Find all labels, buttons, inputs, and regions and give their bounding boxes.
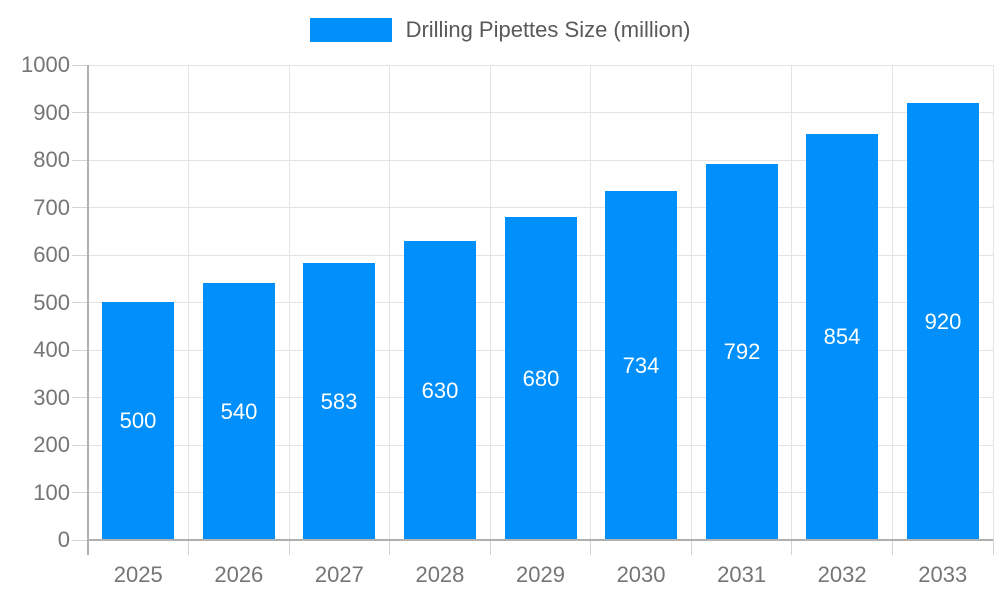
x-gridline <box>590 65 592 540</box>
y-axis-tick <box>72 207 88 208</box>
x-axis-label: 2030 <box>616 562 666 587</box>
bar-2032[interactable]: 854 <box>806 134 878 540</box>
x-gridline <box>690 65 692 540</box>
y-axis-tick <box>72 539 88 541</box>
x-axis-label: 2032 <box>817 562 867 587</box>
y-axis-label: 900 <box>33 99 70 125</box>
bar-2026[interactable]: 540 <box>203 283 275 540</box>
bar-value-label: 630 <box>421 377 459 403</box>
bar-value-label: 734 <box>622 352 660 378</box>
x-axis-line <box>88 539 993 541</box>
bar-value-label: 854 <box>823 324 861 349</box>
bar-value-label: 540 <box>220 398 258 424</box>
bar-2029[interactable]: 680 <box>505 217 577 540</box>
y-axis-label: 600 <box>33 242 70 267</box>
x-axis-tick <box>489 540 491 555</box>
y-axis-tick <box>72 64 88 66</box>
y-gridline <box>88 207 993 208</box>
bar-value-label: 500 <box>119 408 157 433</box>
bar-2033[interactable]: 920 <box>907 103 979 540</box>
y-axis-tick <box>72 397 88 398</box>
x-axis-label: 2026 <box>214 562 264 587</box>
y-axis-tick <box>72 444 88 446</box>
x-axis-tick <box>992 540 994 555</box>
bar-value-label: 920 <box>924 308 962 334</box>
y-axis-label: 700 <box>33 194 70 220</box>
legend: Drilling Pipettes Size (million) <box>0 16 1000 44</box>
x-gridline <box>992 65 994 540</box>
x-axis-tick <box>188 540 190 555</box>
bar-2025[interactable]: 500 <box>102 302 174 540</box>
x-gridline <box>188 65 190 540</box>
y-gridline <box>88 64 993 66</box>
x-axis-tick <box>891 540 893 555</box>
x-axis-tick <box>791 540 793 555</box>
bar-value-label: 792 <box>723 339 761 364</box>
y-axis-label: 800 <box>33 147 70 172</box>
y-axis-tick <box>72 112 88 113</box>
x-axis-label: 2028 <box>415 562 465 587</box>
y-axis-label: 1000 <box>21 52 70 77</box>
x-gridline <box>891 65 893 540</box>
x-axis-tick <box>590 540 592 555</box>
y-gridline <box>88 159 993 161</box>
y-axis-label: 400 <box>33 337 70 362</box>
x-axis-label: 2031 <box>717 562 767 587</box>
y-axis-label: 500 <box>33 289 70 315</box>
x-gridline <box>489 65 491 540</box>
bar-2031[interactable]: 792 <box>706 164 778 540</box>
y-axis-label: 0 <box>57 527 70 552</box>
y-axis-tick <box>72 302 88 303</box>
x-axis-label: 2033 <box>918 562 968 587</box>
y-axis-label: 100 <box>33 479 70 505</box>
x-axis-label: 2025 <box>113 562 163 587</box>
legend-item[interactable]: Drilling Pipettes Size (million) <box>309 16 691 44</box>
legend-label: Drilling Pipettes Size (million) <box>405 17 691 42</box>
y-axis-tick <box>72 349 88 351</box>
x-gridline <box>791 65 793 540</box>
bar-2030[interactable]: 734 <box>605 191 677 540</box>
x-axis-tick <box>389 540 391 555</box>
y-axis-tick <box>72 159 88 161</box>
x-gridline <box>288 65 290 540</box>
x-axis-tick <box>690 540 692 555</box>
x-axis-label: 2029 <box>516 562 565 587</box>
y-axis-label: 200 <box>33 432 70 457</box>
bar-2028[interactable]: 630 <box>404 241 476 540</box>
y-axis-line <box>87 65 89 555</box>
x-axis-label: 2027 <box>314 562 364 587</box>
y-axis-label: 300 <box>33 384 70 410</box>
x-axis-tick <box>288 540 290 555</box>
y-axis-tick <box>72 254 88 256</box>
bar-2027[interactable]: 583 <box>303 263 375 540</box>
y-axis-tick <box>72 492 88 493</box>
x-gridline <box>389 65 391 540</box>
y-gridline <box>88 112 993 113</box>
bar-value-label: 583 <box>320 388 358 414</box>
bar-value-label: 680 <box>522 365 560 391</box>
legend-swatch-icon <box>309 18 392 42</box>
